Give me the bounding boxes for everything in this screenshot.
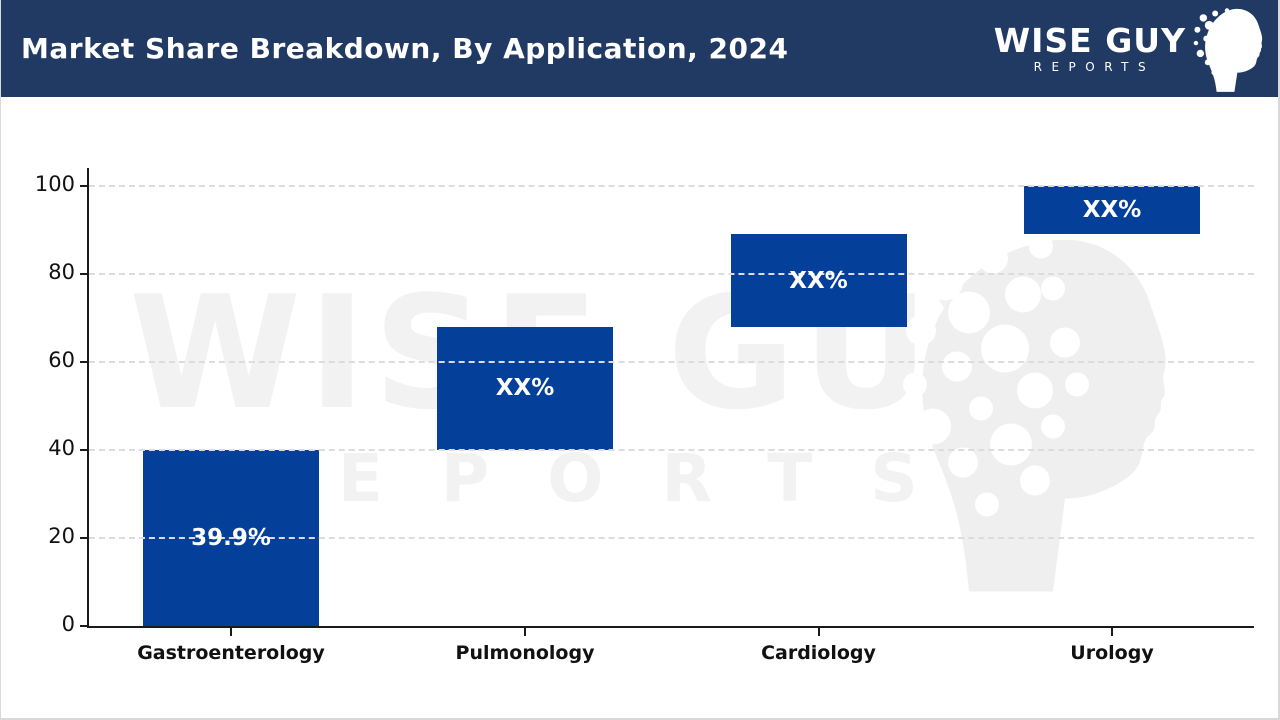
gridline-60: [89, 361, 1254, 363]
x-category-label-3: Cardiology: [761, 642, 876, 664]
bar-urology: [1024, 186, 1200, 235]
brand-logo: WISE GUY REPORTS: [994, 6, 1278, 92]
y-tick-0: [80, 625, 87, 627]
x-tick-4: [1111, 628, 1113, 636]
y-tick-label-80: 80: [48, 260, 75, 284]
watermark-head-icon: [903, 234, 1166, 592]
y-tick-label-0: 0: [61, 612, 75, 636]
bar-pulmonology: [437, 326, 613, 450]
y-axis-spine: [87, 168, 89, 628]
x-tick-2: [524, 628, 526, 636]
watermark-text-wiseguy: WISE GUY: [129, 262, 1057, 444]
y-tick-label-100: 100: [34, 172, 75, 196]
gridline-40: [89, 449, 1254, 451]
brand-logo-text: WISE GUY REPORTS: [994, 24, 1186, 73]
page-title: Market Share Breakdown, By Application, …: [21, 32, 789, 65]
y-tick-100: [80, 185, 87, 187]
bar-cardiology: [730, 234, 907, 327]
y-tick-label-40: 40: [48, 436, 75, 460]
x-category-label-2: Pulmonology: [455, 642, 595, 664]
brand-name: WISE GUY: [993, 21, 1186, 60]
watermark-text-reports: REPORTS: [229, 440, 976, 517]
y-tick-40: [80, 449, 87, 451]
y-tick-20: [80, 537, 87, 539]
bar-value-label-4: XX%: [1082, 197, 1142, 224]
bar-value-label-2: XX%: [495, 375, 555, 402]
y-tick-60: [80, 361, 87, 363]
x-category-label-4: Urology: [1070, 642, 1154, 664]
header-bar: Market Share Breakdown, By Application, …: [1, 0, 1278, 97]
y-tick-label-60: 60: [48, 348, 75, 372]
gridline-100: [89, 185, 1254, 187]
gridline-80: [89, 273, 1254, 275]
x-category-label-1: Gastroenterology: [137, 642, 325, 664]
bar-gastroenterology: [143, 450, 319, 626]
y-tick-label-20: 20: [48, 524, 75, 548]
x-tick-3: [817, 628, 820, 636]
bar-value-label-1: 39.9%: [191, 525, 271, 552]
brand-head-icon: [1193, 7, 1263, 92]
bar-value-label-3: XX%: [789, 267, 848, 294]
x-axis-spine: [87, 626, 1254, 628]
brand-subname: REPORTS: [1033, 60, 1156, 74]
y-tick-80: [80, 273, 87, 275]
gridline-20: [89, 537, 1254, 539]
x-tick-1: [230, 628, 232, 636]
